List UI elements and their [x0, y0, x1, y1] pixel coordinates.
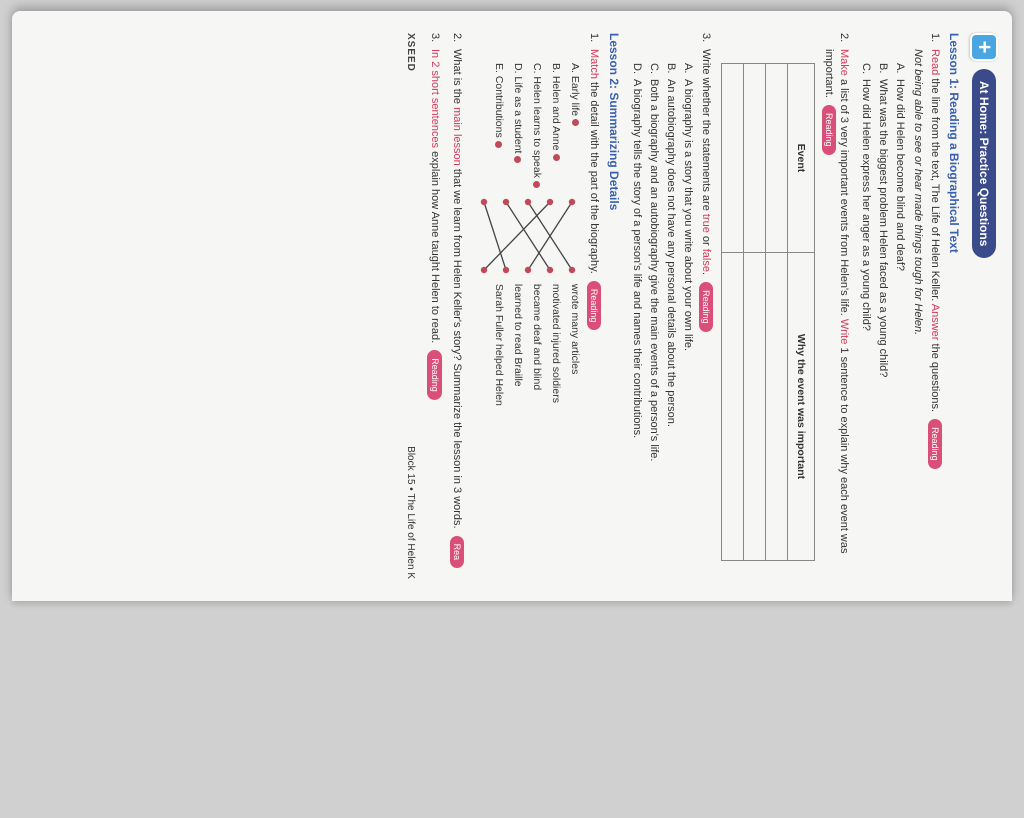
reading-tag: Rea — [450, 536, 464, 569]
sub-item: C.How did Helen express her anger as a y… — [859, 63, 874, 579]
page-footer: XSEED Block 15 • The Life of Helen K — [403, 33, 417, 579]
quote-line: Not being able to see or hear made thing… — [910, 49, 925, 579]
q-number: 1. — [586, 33, 601, 42]
sub-item: A.A biography is a story that you write … — [680, 63, 695, 579]
sub-text: How did Helen express her anger as a you… — [860, 79, 872, 331]
section-title: At Home: Practice Questions — [972, 69, 996, 258]
match-right: motivated injured soldiers — [549, 284, 563, 406]
keyword: false — [700, 249, 712, 272]
match-lines-icon — [472, 196, 582, 276]
q-text: Write whether the statements are — [700, 49, 712, 214]
dot-icon — [572, 119, 579, 126]
brand-logo: XSEED — [403, 33, 417, 72]
q-text: . — [700, 272, 712, 275]
sub-text: What was the biggest problem Helen faced… — [877, 79, 889, 377]
sub-item: C.Both a biography and an autobiography … — [646, 63, 661, 579]
match-left: A. Early life — [568, 63, 582, 188]
l1-q3: 3. Write whether the statements are true… — [630, 33, 713, 579]
sub-text: How did Helen become blind and deaf? — [894, 79, 906, 271]
instruction-verb: Read — [929, 49, 941, 75]
lesson2-heading: Lesson 2: Summarizing Details — [605, 33, 621, 579]
instruction-verb: Match — [588, 49, 600, 79]
l2-q2: 2. What is the main lesson that we learn… — [450, 33, 465, 579]
q-text: the line from the text, The Life of Hele… — [929, 75, 941, 303]
q-text: the questions. — [929, 340, 941, 412]
q-number: 2. — [450, 33, 465, 42]
lesson1-heading: Lesson 1: Reading a Biographical Text — [946, 33, 962, 579]
sub-item: B.What was the biggest problem Helen fac… — [875, 63, 890, 579]
sub-text: A biography tells the story of a person'… — [631, 79, 643, 438]
sub-item: D.A biography tells the story of a perso… — [630, 63, 645, 579]
header-row: + At Home: Practice Questions — [970, 33, 998, 579]
dot-icon — [514, 156, 521, 163]
match-left: C. Helen learns to speak — [530, 63, 544, 188]
q-number: 2. — [836, 33, 851, 42]
match-left: E. Contributions — [492, 63, 506, 188]
sub-text: An autobiography does not have any perso… — [665, 79, 677, 427]
instruction-verb: Write — [838, 319, 850, 344]
sub-text: A biography is a story that you write ab… — [682, 79, 694, 351]
instruction-verb: Make — [838, 49, 850, 76]
footer-right: Block 15 • The Life of Helen K — [403, 446, 417, 579]
l1-q1: 1. Read the line from the text, The Life… — [859, 33, 942, 579]
q-number: 1. — [927, 33, 942, 42]
plus-icon: + — [970, 33, 998, 61]
dot-icon — [533, 181, 540, 188]
match-right: Sarah Fuller helped Helen — [492, 284, 506, 406]
l2-q1: 1. Match the detail with the part of the… — [472, 33, 601, 579]
match-right-col: wrote many articles motivated injured so… — [492, 284, 583, 406]
worksheet-page: + At Home: Practice Questions Lesson 1: … — [12, 11, 1012, 601]
reading-tag: Reading — [587, 281, 601, 331]
match-left: D. Life as a student — [511, 63, 525, 188]
events-table: Event Why the event was important — [721, 63, 815, 561]
q-number: 3. — [427, 33, 442, 42]
match-right: learned to read Braille — [511, 284, 525, 406]
reading-tag: Reading — [699, 282, 713, 332]
q-text: What is the — [451, 49, 463, 107]
q-text: a list of 3 very important events from H… — [838, 76, 850, 319]
sub-item: B.An autobiography does not have any per… — [663, 63, 678, 579]
table-row[interactable] — [743, 64, 765, 561]
match-area: A. Early life B. Helen and Anne C. Helen… — [472, 63, 582, 579]
keyword: true — [700, 214, 712, 233]
q-text: that we learn from Helen Keller's story?… — [451, 166, 463, 529]
col-header-why: Why the event was important — [787, 252, 814, 560]
dot-icon — [553, 154, 560, 161]
table-row: Event Why the event was important — [787, 64, 814, 561]
col-header-event: Event — [787, 64, 814, 253]
q-text: explain how Anne taught Helen to read. — [429, 148, 441, 343]
q-text: or — [700, 233, 712, 249]
instruction-verb: Answer — [929, 304, 941, 341]
sub-item: A.How did Helen become blind and deaf? — [892, 63, 907, 579]
q-number: 3. — [698, 33, 713, 42]
dot-icon — [495, 141, 502, 148]
keyword: In 2 short sentences — [429, 49, 441, 148]
table-row[interactable] — [765, 64, 787, 561]
l2-q3: 3. In 2 short sentences explain how Anne… — [427, 33, 442, 579]
reading-tag: Reading — [427, 350, 441, 400]
match-left-col: A. Early life B. Helen and Anne C. Helen… — [492, 63, 583, 188]
sub-text: Both a biography and an autobiography gi… — [648, 79, 660, 461]
reading-tag: Reading — [822, 105, 836, 155]
match-right: wrote many articles — [568, 284, 582, 406]
table-row[interactable] — [721, 64, 743, 561]
reading-tag: Reading — [928, 419, 942, 469]
match-right: became deaf and blind — [530, 284, 544, 406]
q-text: the detail with the part of the biograph… — [588, 79, 600, 274]
l1-q2: 2. Make a list of 3 very important event… — [721, 33, 851, 579]
keyword: main lesson — [451, 107, 463, 166]
match-left: B. Helen and Anne — [549, 63, 563, 188]
